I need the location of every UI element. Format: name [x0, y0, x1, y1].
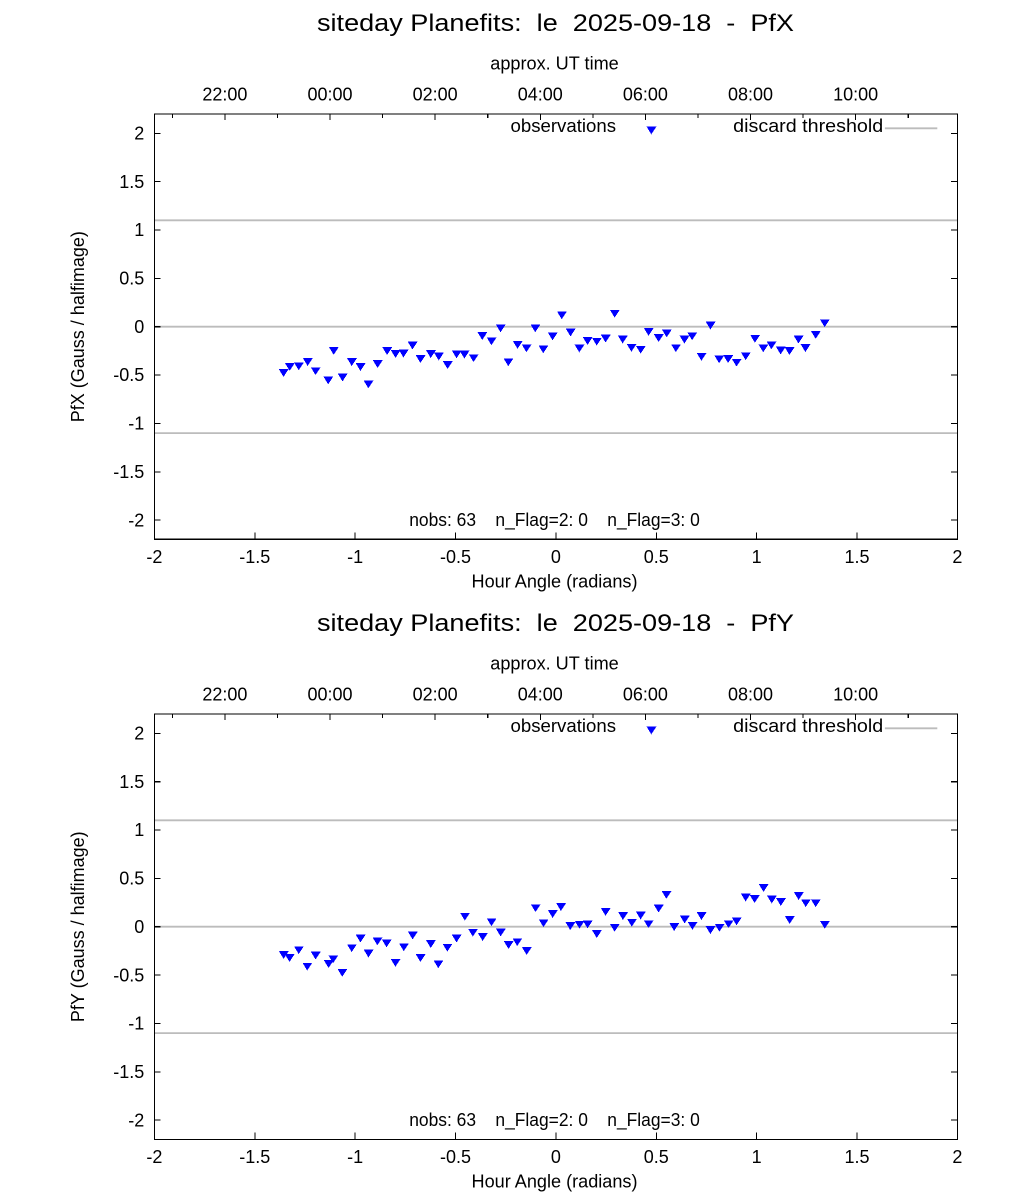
- svg-text:2: 2: [134, 724, 144, 744]
- svg-text:22:00: 22:00: [202, 84, 247, 104]
- svg-text:08:00: 08:00: [728, 84, 773, 104]
- svg-text:10:00: 10:00: [833, 684, 878, 704]
- svg-text:06:00: 06:00: [623, 684, 668, 704]
- svg-text:1: 1: [752, 1147, 762, 1167]
- svg-text:-1: -1: [128, 414, 144, 434]
- svg-text:2: 2: [952, 1147, 962, 1167]
- svg-text:discard threshold: discard threshold: [733, 716, 883, 736]
- svg-text:PfY (Gauss / halfimage): PfY (Gauss / halfimage): [68, 831, 88, 1022]
- svg-text:0: 0: [551, 1147, 561, 1167]
- svg-text:0: 0: [134, 317, 144, 337]
- svg-text:-0.5: -0.5: [440, 547, 471, 567]
- svg-text:discard threshold: discard threshold: [733, 116, 883, 136]
- svg-text:-1: -1: [347, 547, 363, 567]
- svg-text:06:00: 06:00: [623, 84, 668, 104]
- svg-text:-1: -1: [128, 1014, 144, 1034]
- svg-text:siteday Planefits: le 2025-0: siteday Planefits: le 2025-09-18 - PfX: [317, 10, 794, 37]
- svg-text:22:00: 22:00: [202, 684, 247, 704]
- svg-text:1.5: 1.5: [844, 547, 869, 567]
- svg-text:1: 1: [134, 220, 144, 240]
- svg-text:-0.5: -0.5: [113, 965, 144, 985]
- svg-text:-0.5: -0.5: [440, 1147, 471, 1167]
- svg-text:-0.5: -0.5: [113, 365, 144, 385]
- svg-text:approx. UT time: approx. UT time: [490, 54, 619, 74]
- svg-text:approx. UT time: approx. UT time: [490, 654, 619, 674]
- svg-text:00:00: 00:00: [307, 684, 352, 704]
- svg-text:-1.5: -1.5: [239, 547, 270, 567]
- svg-text:1: 1: [752, 547, 762, 567]
- svg-text:-2: -2: [146, 1147, 162, 1167]
- svg-text:2: 2: [952, 547, 962, 567]
- svg-text:-2: -2: [128, 1110, 144, 1130]
- svg-text:02:00: 02:00: [413, 684, 458, 704]
- svg-text:1.5: 1.5: [119, 772, 144, 792]
- svg-text:nobs: 63 n_Flag=2: 0 n_F: nobs: 63 n_Flag=2: 0 n_Flag=3: 0: [409, 510, 700, 531]
- svg-text:0: 0: [551, 547, 561, 567]
- svg-text:1: 1: [134, 820, 144, 840]
- svg-text:2: 2: [134, 124, 144, 144]
- svg-text:PfX (Gauss / halfimage): PfX (Gauss / halfimage): [68, 231, 88, 422]
- svg-text:nobs: 63 n_Flag=2: 0 n_F: nobs: 63 n_Flag=2: 0 n_Flag=3: 0: [409, 1110, 700, 1131]
- svg-text:0.5: 0.5: [119, 869, 144, 889]
- svg-text:-2: -2: [128, 510, 144, 530]
- svg-text:02:00: 02:00: [413, 84, 458, 104]
- svg-text:10:00: 10:00: [833, 84, 878, 104]
- svg-text:04:00: 04:00: [518, 84, 563, 104]
- svg-text:0.5: 0.5: [119, 269, 144, 289]
- svg-text:siteday Planefits: le 2025-0: siteday Planefits: le 2025-09-18 - PfY: [317, 610, 794, 637]
- svg-text:-1.5: -1.5: [239, 1147, 270, 1167]
- svg-text:0: 0: [134, 917, 144, 937]
- svg-text:1.5: 1.5: [844, 1147, 869, 1167]
- svg-text:-1.5: -1.5: [113, 1062, 144, 1082]
- svg-text:0.5: 0.5: [644, 547, 669, 567]
- svg-text:04:00: 04:00: [518, 684, 563, 704]
- svg-text:08:00: 08:00: [728, 684, 773, 704]
- svg-text:-2: -2: [146, 547, 162, 567]
- svg-text:-1: -1: [347, 1147, 363, 1167]
- svg-text:1.5: 1.5: [119, 172, 144, 192]
- svg-text:-1.5: -1.5: [113, 462, 144, 482]
- svg-text:Hour Angle (radians): Hour Angle (radians): [472, 1172, 638, 1192]
- svg-text:0.5: 0.5: [644, 1147, 669, 1167]
- svg-text:observations: observations: [511, 116, 617, 136]
- svg-text:Hour Angle (radians): Hour Angle (radians): [472, 572, 638, 592]
- svg-text:00:00: 00:00: [307, 84, 352, 104]
- svg-text:observations: observations: [511, 716, 617, 736]
